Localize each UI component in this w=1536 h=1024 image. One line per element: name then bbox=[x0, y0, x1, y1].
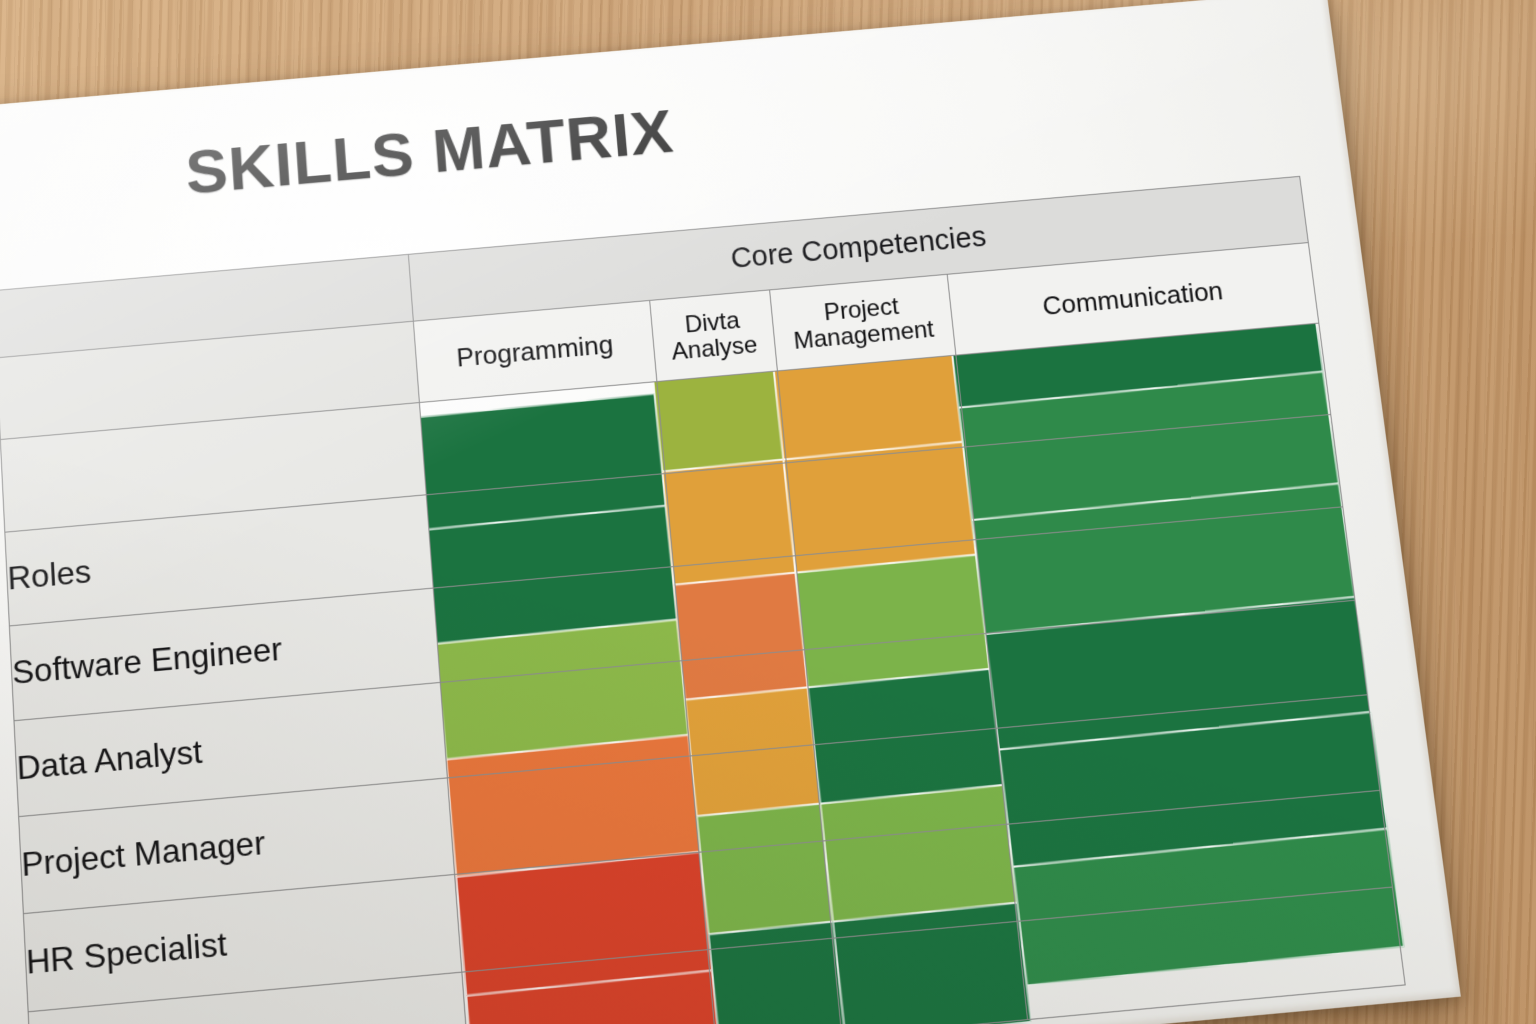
cell-spacer bbox=[822, 824, 1017, 939]
cell-spacer bbox=[673, 555, 805, 661]
printed-skills-matrix-sheet: SKILLS MATRIX bbox=[0, 0, 1461, 1024]
table-layer: Core Competencies Programming Divta Anal… bbox=[0, 0, 1406, 1024]
cell-spacer bbox=[690, 744, 823, 853]
cell-spacer bbox=[698, 840, 833, 950]
page-title: SKILLS MATRIX bbox=[183, 97, 677, 208]
cell-spacer bbox=[804, 633, 997, 745]
cell-spacer bbox=[832, 921, 1028, 1024]
column-header-data-analysis-line2: Analyse bbox=[670, 330, 759, 366]
column-header-project-management[interactable]: Project Management bbox=[769, 274, 956, 371]
column-header-data-analysis[interactable]: Divta Analyse bbox=[649, 289, 778, 382]
cell-spacer bbox=[813, 728, 1007, 841]
cell-spacer bbox=[795, 539, 986, 650]
cell-spacer bbox=[665, 462, 796, 567]
cell-spacer bbox=[656, 370, 787, 474]
cell-spacer bbox=[681, 649, 814, 756]
column-header-project-management-line2: Management bbox=[792, 315, 936, 355]
cell-spacer bbox=[707, 938, 842, 1024]
skills-matrix-table: Core Competencies Programming Divta Anal… bbox=[0, 176, 1406, 1024]
cell-spacer bbox=[777, 355, 966, 463]
cell-spacer bbox=[786, 446, 976, 556]
